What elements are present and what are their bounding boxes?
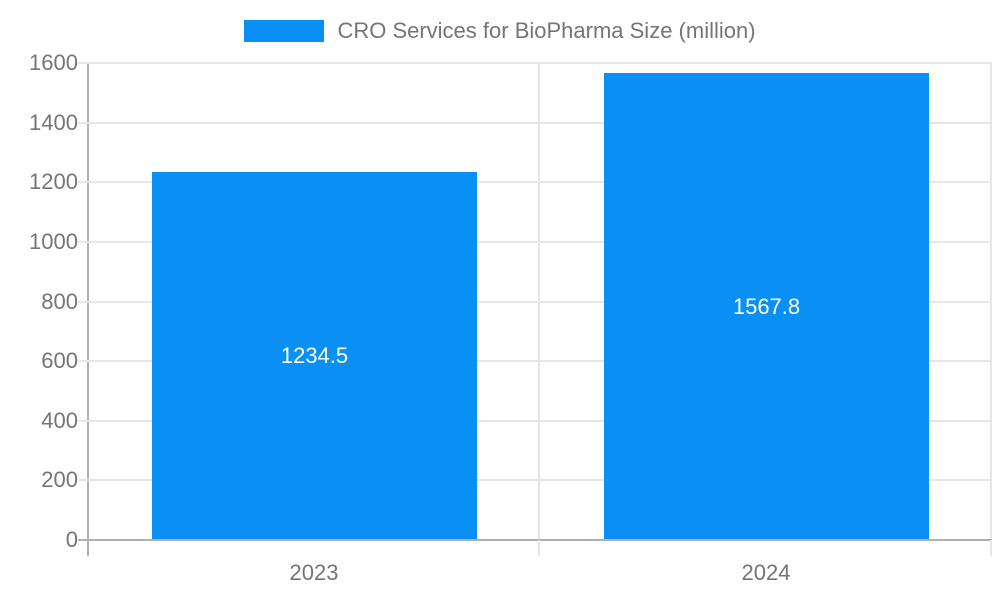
plot-area: 1234.5 1567.8 — [88, 62, 992, 540]
y-tick — [78, 360, 88, 363]
x-tick-label: 2024 — [741, 560, 791, 585]
legend: CRO Services for BioPharma Size (million… — [0, 18, 1000, 44]
x-tick — [990, 540, 992, 556]
gridline — [88, 479, 992, 482]
y-tick — [78, 240, 88, 243]
y-tick — [78, 62, 88, 64]
bar-value-label: 1234.5 — [280, 343, 349, 368]
bar-value-label: 1567.8 — [732, 293, 801, 319]
bar-2024[interactable]: 1567.8 — [604, 73, 929, 540]
y-tick-label: 200 — [41, 467, 78, 493]
y-tick — [78, 419, 88, 422]
y-tick-label: 1200 — [29, 169, 78, 195]
bar-2023[interactable]: 1234.5 — [152, 172, 477, 540]
y-tick — [78, 181, 88, 184]
x-axis-baseline — [78, 539, 992, 541]
y-tick-label: 0 — [65, 527, 78, 552]
y-tick — [78, 539, 88, 541]
gridline — [88, 419, 992, 422]
gridline-vertical — [990, 63, 992, 540]
y-tick — [78, 121, 88, 124]
y-tick-label: 1600 — [29, 50, 78, 75]
y-tick-label: 1000 — [29, 228, 78, 254]
gridline-vertical — [538, 63, 540, 540]
gridline — [88, 360, 992, 363]
gridline — [88, 181, 992, 184]
y-tick — [78, 479, 88, 482]
legend-label: CRO Services for BioPharma Size (million… — [337, 18, 756, 43]
x-tick-label: 2023 — [289, 560, 339, 585]
y-tick-label: 1400 — [29, 109, 78, 135]
gridline — [88, 121, 992, 124]
y-axis-line — [87, 63, 89, 556]
x-tick — [538, 540, 540, 556]
gridline — [88, 62, 992, 64]
y-tick-label: 800 — [41, 288, 78, 314]
gridline — [88, 300, 992, 303]
y-tick — [78, 300, 88, 303]
legend-swatch — [244, 20, 325, 42]
y-tick-label: 400 — [41, 407, 78, 433]
gridline — [88, 240, 992, 243]
y-tick-label: 600 — [41, 348, 78, 374]
